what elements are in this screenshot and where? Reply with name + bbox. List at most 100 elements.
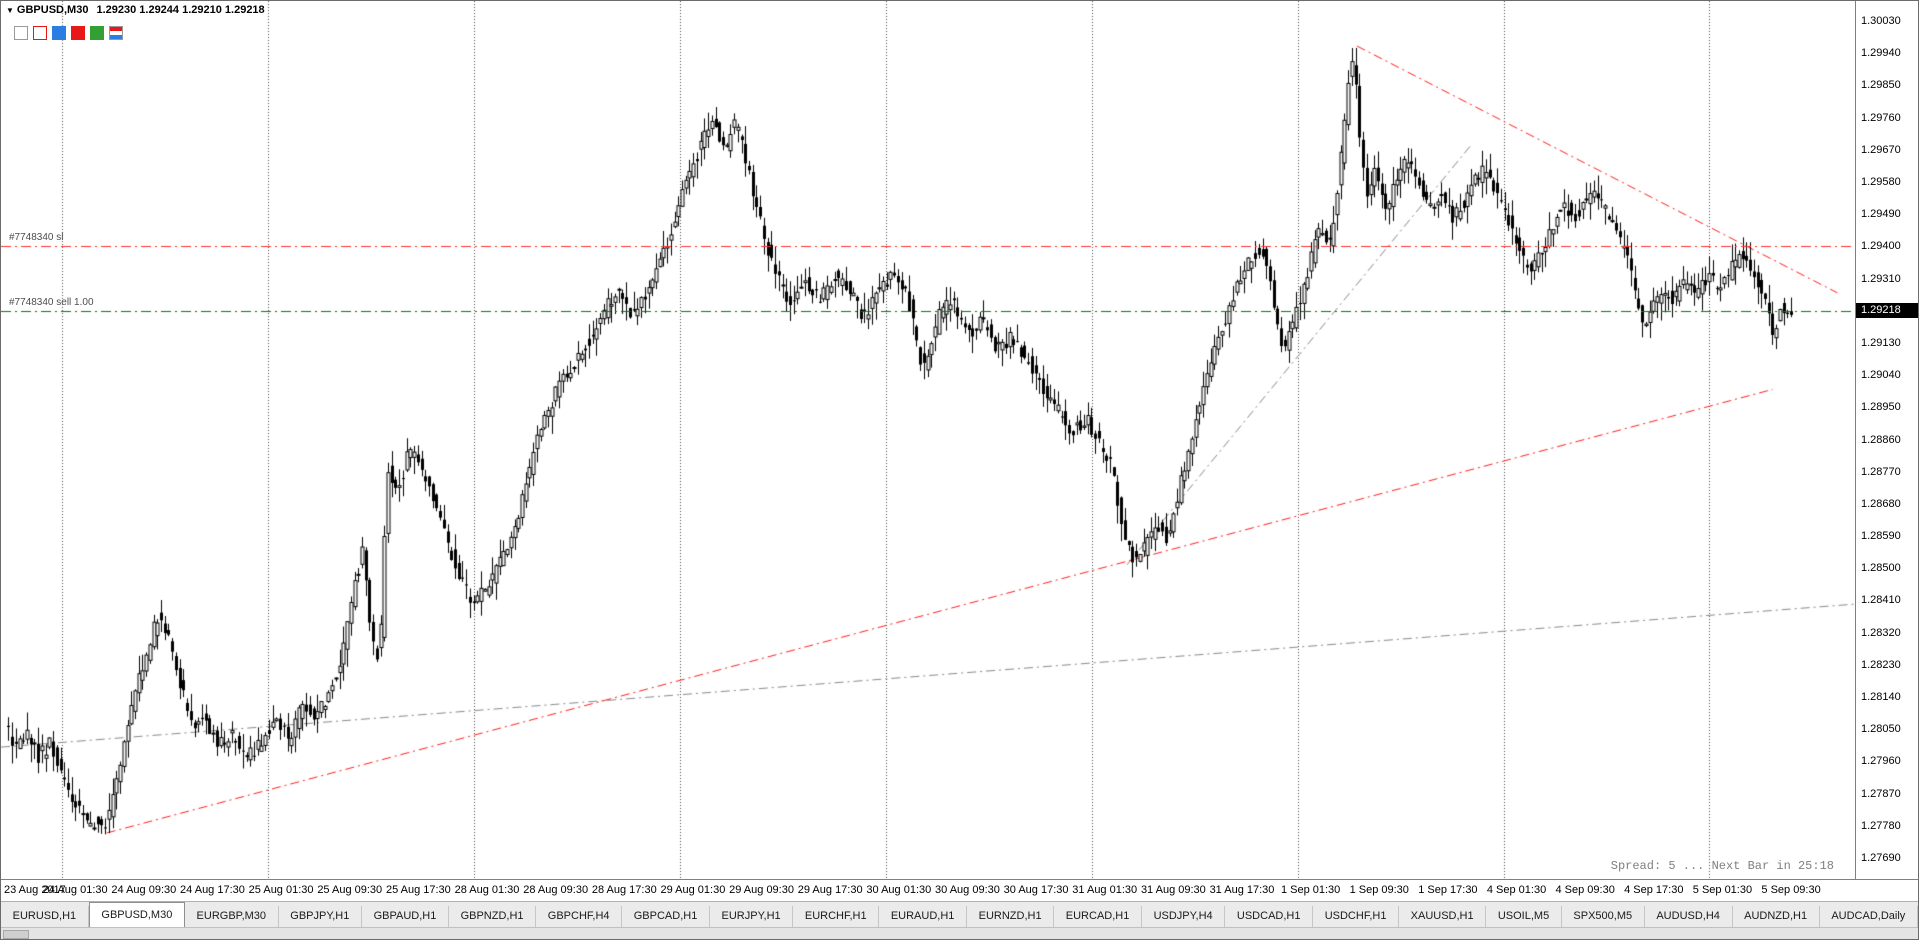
- time-axis-label: 24 Aug 17:30: [180, 884, 245, 896]
- time-axis-label: 5 Sep 01:30: [1692, 884, 1753, 896]
- price-tick-label: 1.29130: [1861, 336, 1901, 349]
- time-axis-label: 5 Sep 09:30: [1761, 884, 1821, 896]
- time-axis-label: 24 Aug 01:30: [42, 884, 108, 896]
- price-tick-label: 1.29310: [1861, 272, 1901, 285]
- time-axis-label: 1 Sep 01:30: [1280, 884, 1341, 896]
- price-tick-label: 1.28500: [1861, 562, 1901, 575]
- chart-tab-usoil-m5[interactable]: USOIL,M5: [1486, 906, 1562, 927]
- price-tick-label: 1.29580: [1861, 175, 1901, 188]
- chart-ohlc-values: 1.29230 1.29244 1.29210 1.29218: [96, 4, 265, 16]
- chart-tab-xauusd-h1[interactable]: XAUUSD,H1: [1399, 906, 1487, 927]
- time-axis-label: 1 Sep 09:30: [1349, 884, 1409, 896]
- swatch-stripe: [110, 31, 122, 36]
- time-axis-label: 31 Aug 01:30: [1072, 884, 1138, 896]
- time-axis-label: 28 Aug 09:30: [523, 884, 589, 896]
- time-axis-label: 4 Sep 01:30: [1486, 884, 1547, 896]
- price-tick-label: 1.29940: [1861, 47, 1901, 60]
- chart-tab-gbpchf-h4[interactable]: GBPCHF,H4: [536, 906, 623, 927]
- swatch-stripe: [110, 35, 122, 39]
- time-axis-label: 25 Aug 17:30: [385, 884, 451, 896]
- chart-tab-usdjpy-h4[interactable]: USDJPY,H4: [1141, 906, 1226, 927]
- chart-window: ▼ GBPUSD,M30 1.29230 1.29244 1.29210 1.292…: [1, 1, 1918, 879]
- chart-tab-euraud-h1[interactable]: EURAUD,H1: [879, 906, 967, 927]
- chart-tab-eurjpy-h1[interactable]: EURJPY,H1: [709, 906, 794, 927]
- chart-tab-eurcad-h1[interactable]: EURCAD,H1: [1054, 906, 1142, 927]
- chart-tab-gbpjpy-h1[interactable]: GBPJPY,H1: [278, 906, 362, 927]
- current-price-badge: 1.29218: [1856, 303, 1918, 319]
- chart-tab-eurusd-h1[interactable]: EURUSD,H1: [1, 906, 89, 927]
- time-axis-label: 29 Aug 09:30: [729, 884, 794, 896]
- time-axis-label: 25 Aug 09:30: [317, 884, 383, 896]
- chart-menu-icon[interactable]: ▼: [6, 6, 14, 15]
- chart-tab-audnzd-h1[interactable]: AUDNZD,H1: [1732, 906, 1820, 927]
- price-tick-label: 1.28860: [1861, 433, 1901, 446]
- time-axis-label: 30 Aug 17:30: [1003, 884, 1069, 896]
- price-tick-label: 1.29760: [1861, 111, 1901, 124]
- time-axis-label: 30 Aug 01:30: [866, 884, 932, 896]
- time-axis-label: 30 Aug 09:30: [935, 884, 1000, 896]
- chart-tab-usdcad-h1[interactable]: USDCAD,H1: [1225, 906, 1314, 927]
- price-tick-label: 1.30030: [1861, 15, 1901, 27]
- chart-tab-gbpusd-m30[interactable]: GBPUSD,M30: [88, 902, 185, 927]
- chart-tab-bar: EURUSD,H1 GBPUSD,M30 EURGBP,M30 GBPJPY,H1 GB…: [1, 901, 1918, 927]
- price-tick-label: 1.28770: [1861, 465, 1901, 478]
- spread-nextbar-status: Spread: 5 ... Next Bar in 25:18: [1610, 859, 1834, 873]
- chart-tab-audusd-h4[interactable]: AUDUSD,H4: [1644, 906, 1733, 927]
- time-axis-label: 25 Aug 01:30: [248, 884, 314, 896]
- order-line-label: #7748340 sell 1.00: [9, 297, 94, 309]
- chart-tab-eurchf-h1[interactable]: EURCHF,H1: [793, 906, 880, 927]
- price-tick-label: 1.28590: [1861, 530, 1901, 543]
- price-tick-label: 1.27780: [1861, 819, 1901, 832]
- price-scale[interactable]: 1.30030 1.29940 1.29850 1.29760 1.29670 1.295…: [1855, 1, 1918, 879]
- price-tick-label: 1.29490: [1861, 208, 1901, 221]
- chart-tab-gbpnzd-h1[interactable]: GBPNZD,H1: [448, 906, 537, 927]
- blue-color-swatch-button[interactable]: [52, 26, 66, 40]
- time-axis-label: 28 Aug 17:30: [591, 884, 657, 896]
- red-color-swatch-button[interactable]: [71, 26, 85, 40]
- chart-tab-eurgbp-m30[interactable]: EURGBP,M30: [184, 906, 279, 927]
- price-tick-label: 1.27870: [1861, 787, 1901, 800]
- order-line-label: #7748340 sl: [9, 232, 64, 244]
- time-axis-label: 4 Sep 09:30: [1555, 884, 1615, 896]
- red-outline-color-swatch-button[interactable]: [33, 26, 47, 40]
- time-axis-label: 24 Aug 09:30: [111, 884, 177, 896]
- time-axis[interactable]: 23 Aug 2017 24 Aug 01:30 24 Aug 09:30 24 Au…: [1, 879, 1918, 901]
- green-color-swatch-button[interactable]: [90, 26, 104, 40]
- price-tick-label: 1.28320: [1861, 626, 1901, 639]
- chart-tab-audcad-daily[interactable]: AUDCAD,Daily: [1819, 906, 1918, 927]
- price-tick-label: 1.27960: [1861, 755, 1901, 768]
- price-tick-label: 1.29040: [1861, 369, 1901, 382]
- time-axis-label: 29 Aug 17:30: [797, 884, 863, 896]
- price-tick-label: 1.28680: [1861, 497, 1901, 510]
- time-axis-label: 1 Sep 17:30: [1418, 884, 1478, 896]
- price-tick-label: 1.27690: [1861, 852, 1901, 864]
- chart-header: ▼ GBPUSD,M30 1.29230 1.29244 1.29210 1.292…: [6, 4, 265, 16]
- time-axis-label: 31 Aug 09:30: [1140, 884, 1206, 896]
- price-tick-label: 1.29850: [1861, 79, 1901, 92]
- price-tick-label: 1.28230: [1861, 658, 1901, 671]
- chart-tab-usdchf-h1[interactable]: USDCHF,H1: [1313, 906, 1400, 927]
- chart-tab-gbpaud-h1[interactable]: GBPAUD,H1: [361, 906, 449, 927]
- price-tick-label: 1.28410: [1861, 594, 1901, 607]
- time-axis-label: 29 Aug 01:30: [660, 884, 726, 896]
- white-color-swatch-button[interactable]: [14, 26, 28, 40]
- time-axis-label: 28 Aug 01:30: [454, 884, 520, 896]
- price-tick-label: 1.28140: [1861, 691, 1901, 704]
- chart-tab-spx500-m5[interactable]: SPX500,M5: [1561, 906, 1645, 927]
- scrollbar-thumb[interactable]: [3, 930, 29, 939]
- color-swatch-toolbar: [14, 26, 123, 40]
- time-axis-label: 4 Sep 17:30: [1624, 884, 1684, 896]
- chart-tab-eurnzd-h1[interactable]: EURNZD,H1: [967, 906, 1055, 927]
- flag-color-swatch-button[interactable]: [109, 26, 123, 40]
- price-tick-label: 1.28050: [1861, 723, 1901, 736]
- price-tick-label: 1.29400: [1861, 240, 1901, 253]
- bottom-scrollbar[interactable]: [1, 927, 1918, 939]
- time-axis-label: 23 Aug 2017: [4, 884, 66, 896]
- swatch-stripe: [110, 27, 122, 32]
- price-tick-label: 1.28950: [1861, 401, 1901, 414]
- price-chart-canvas[interactable]: [1, 1, 1856, 879]
- chart-symbol-label: GBPUSD,M30: [16, 4, 89, 16]
- chart-tab-gbpcad-h1[interactable]: GBPCAD,H1: [622, 906, 710, 927]
- time-axis-label: 31 Aug 17:30: [1209, 884, 1275, 896]
